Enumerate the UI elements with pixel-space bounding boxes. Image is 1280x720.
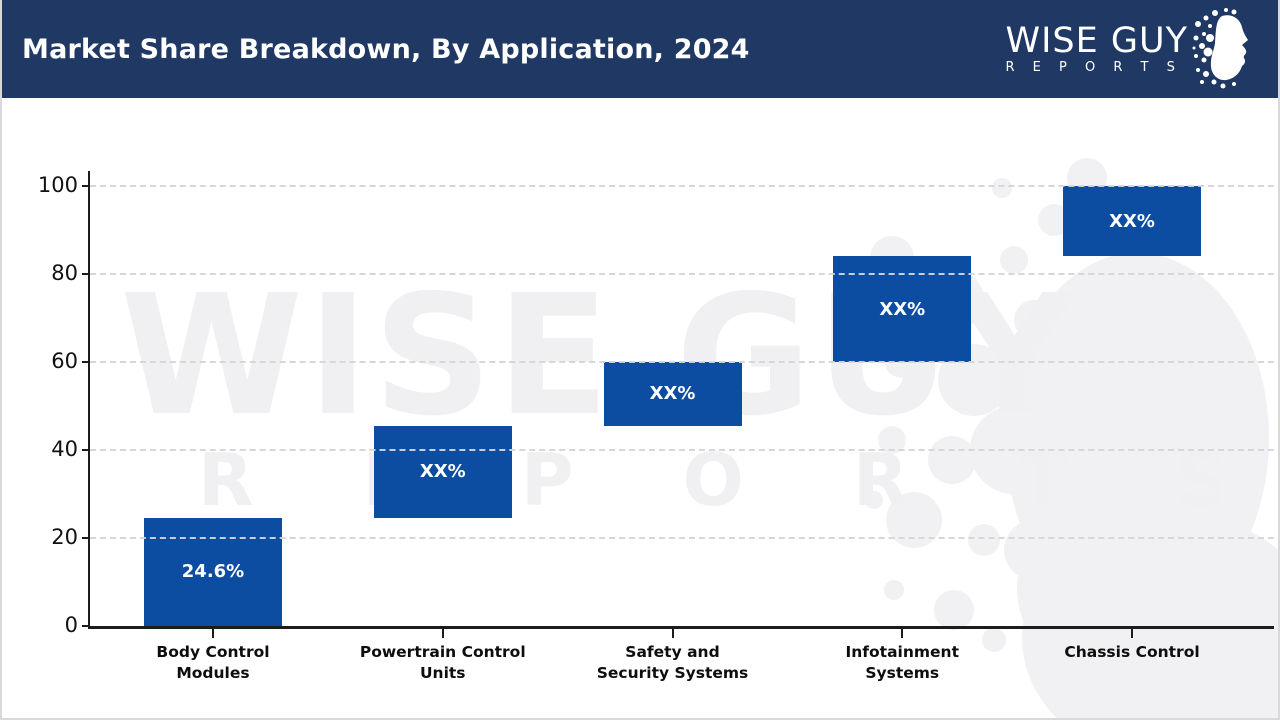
header-bar: Market Share Breakdown, By Application, … [2, 0, 1278, 98]
bar-value-label: XX% [649, 383, 696, 405]
bar-value-label: XX% [419, 461, 466, 483]
gridline [90, 537, 1274, 539]
x-tick-mark [901, 629, 904, 638]
x-category-label: Powertrain Control Units [359, 643, 526, 682]
y-tick-label: 80 [51, 261, 78, 285]
gridline [90, 449, 1274, 451]
y-tick-mark [82, 625, 90, 627]
gridline [90, 273, 1274, 275]
bar-value-label: XX% [1109, 210, 1155, 232]
x-category-label: Chassis Control [1064, 643, 1200, 661]
x-tick-mark [671, 629, 674, 638]
y-tick-mark [82, 537, 90, 539]
gridline [90, 185, 1274, 187]
y-tick-mark [82, 361, 90, 363]
wiseguy-logo: WISE GUY R E P O R T S [1005, 8, 1252, 90]
chart-canvas: WISE GUY R E P O R T S 0 20 40 60 80 100 24.6%… [2, 98, 1278, 720]
bar-segment: XX% [1063, 186, 1201, 257]
y-tick-mark [82, 273, 90, 275]
logo-wordmark: WISE GUY [1005, 21, 1188, 61]
bar-segment: 24.6% [144, 517, 282, 626]
y-tick-label: 60 [51, 349, 78, 373]
y-tick-label: 100 [37, 173, 78, 197]
logo-face-icon [1192, 8, 1248, 89]
x-tick-mark [1131, 629, 1133, 638]
x-tick-mark [212, 629, 214, 638]
page-title: Market Share Breakdown, By Application, … [22, 33, 750, 65]
bar-segment: XX% [373, 425, 512, 518]
logo-text: WISE GUY R E P O R T S [1005, 23, 1188, 75]
bar-segment: XX% [603, 362, 742, 426]
y-tick-mark [82, 185, 90, 187]
watermark-subtitle: R E P O R T S [198, 438, 1270, 522]
y-tick-label: 20 [51, 525, 78, 549]
bar-value-label: 24.6% [181, 561, 245, 583]
gridline [90, 361, 1274, 363]
y-tick-mark [82, 449, 90, 451]
y-tick-label: 0 [64, 613, 78, 637]
logo-subtitle: R E P O R T S [1005, 60, 1182, 75]
y-tick-label: 40 [51, 437, 78, 461]
x-category-label: Safety and Security Systems [596, 643, 749, 682]
y-axis [88, 171, 90, 629]
x-category-label: Body Control Modules [156, 643, 270, 682]
bar-value-label: XX% [879, 298, 926, 320]
x-axis [88, 626, 1274, 629]
x-category-label: Infotainment Systems [845, 643, 960, 682]
x-tick-mark [441, 629, 444, 638]
